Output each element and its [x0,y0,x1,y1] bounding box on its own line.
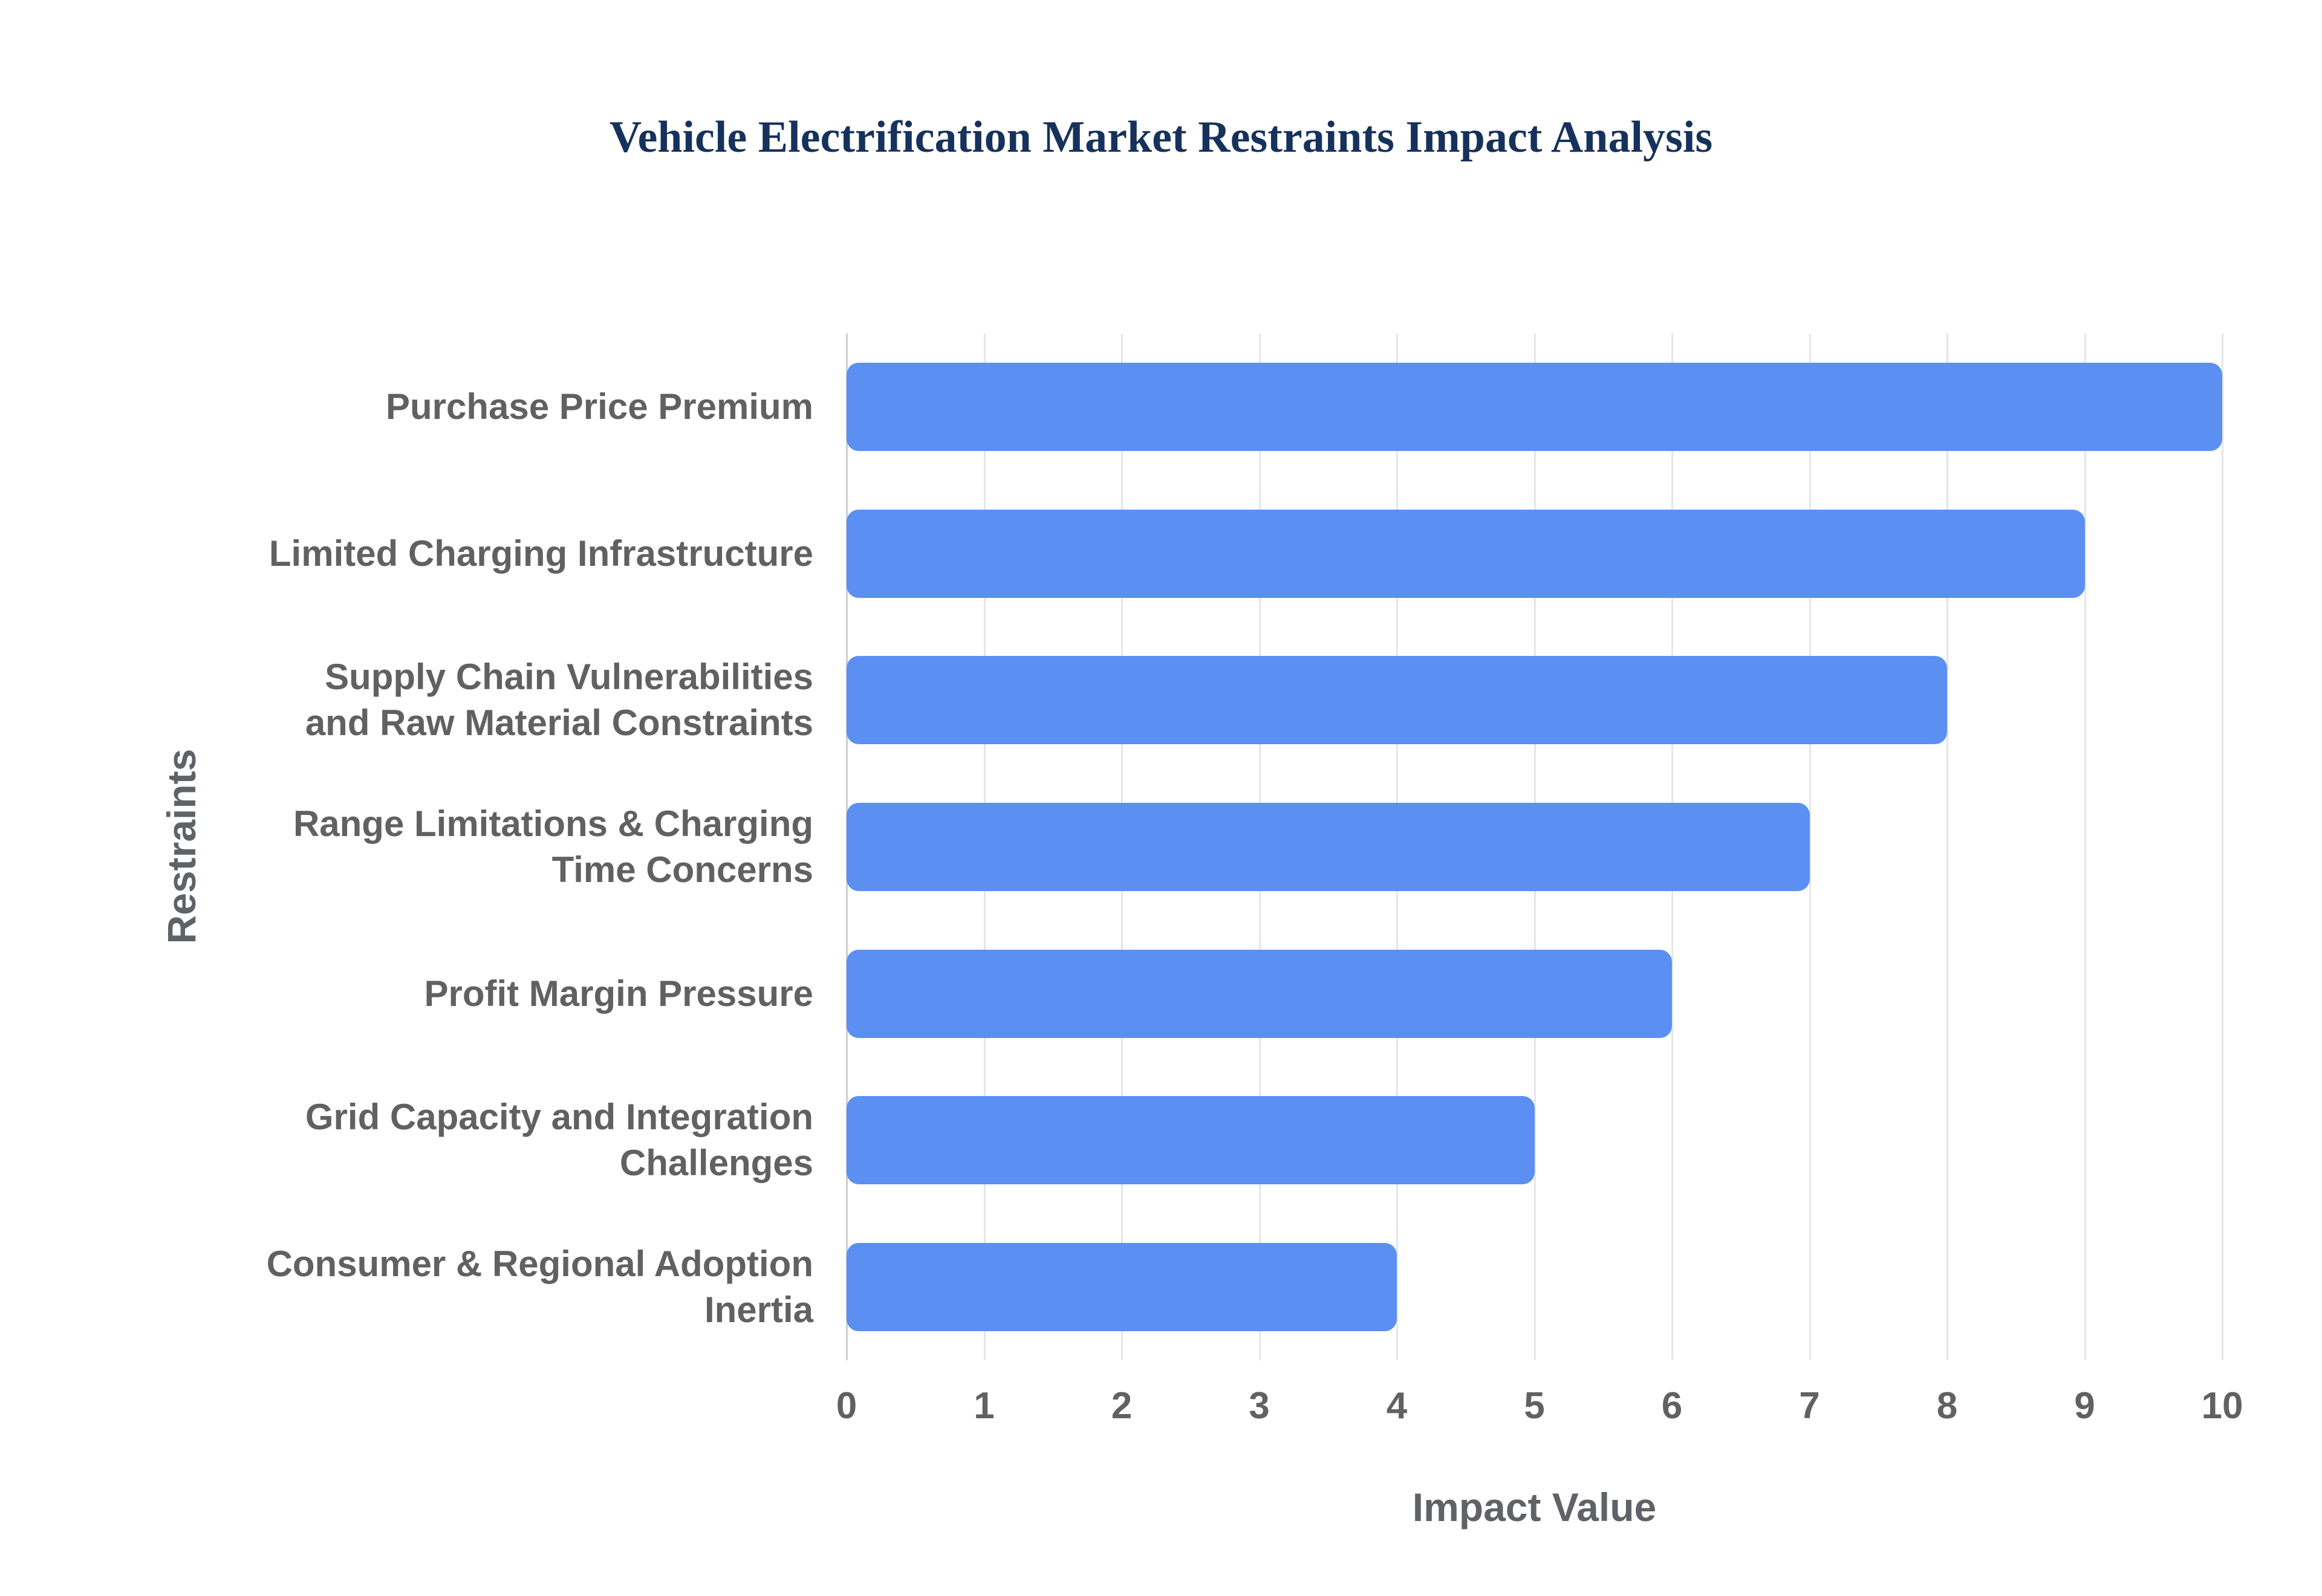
x-axis-ticks: 0 1 2 3 4 5 6 7 8 9 10 [836,1384,2243,1433]
category-labels-column: Purchase Price Premium Limited Charging I… [251,334,813,1360]
bar-row [847,774,2222,921]
x-tick-label: 10 [2201,1385,2243,1427]
x-tick-label: 9 [2074,1385,2095,1427]
x-tick-label: 7 [1799,1385,1820,1427]
bar [847,1242,1397,1331]
category-label: Range Limitations & Charging Time Concer… [293,803,813,890]
x-tick-label: 2 [1111,1385,1133,1427]
x-tick-label: 3 [1249,1385,1270,1427]
gridline [1946,334,1948,1360]
category-label: Limited Charging Infrastructure [268,533,813,574]
category-label: Supply Chain Vulnerabilities and Raw Mat… [305,657,813,744]
x-axis-title: Impact Value [1412,1485,1657,1529]
gridline [2084,334,2086,1360]
bar-row [847,627,2222,774]
bar [847,803,1810,892]
x-tick-label: 5 [1524,1385,1545,1427]
x-tick-label: 0 [836,1385,857,1427]
category-label: Purchase Price Premium [385,386,813,427]
bar [847,363,2222,452]
bar [847,656,1947,745]
x-tick-label: 6 [1661,1385,1683,1427]
x-tick-label: 8 [1936,1385,1958,1427]
plot-area [846,334,2223,1360]
bar-row [847,920,2222,1067]
bar-row [847,481,2222,628]
chart-title: Vehicle Electrification Market Restraint… [609,112,1713,162]
bar-row [847,1067,2222,1214]
bar [847,509,2085,598]
category-label: Grid Capacity and Integration Challenges [305,1096,813,1184]
bar-rows [847,334,2222,1360]
category-label: Profit Margin Pressure [424,973,813,1014]
gridline [1809,334,1811,1360]
bar [847,1096,1535,1185]
gridline [2222,334,2223,1360]
x-tick-label: 1 [974,1385,995,1427]
bar-row [847,334,2222,481]
bar [847,949,1672,1038]
x-tick-label: 4 [1386,1385,1408,1427]
bar-row [847,1213,2222,1360]
y-axis-title: Restraints [159,748,204,944]
category-label: Consumer & Regional Adoption Inertia [266,1243,813,1330]
